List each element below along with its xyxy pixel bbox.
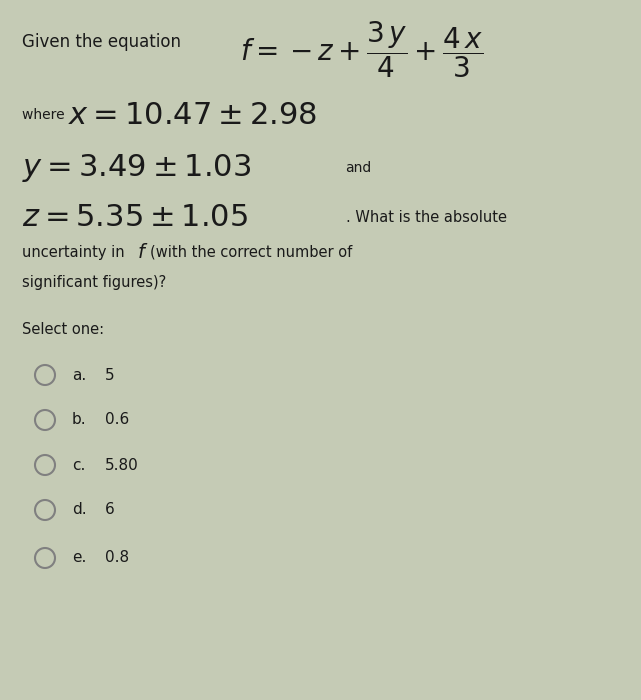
Text: d.: d. (72, 503, 87, 517)
Text: (with the correct number of: (with the correct number of (150, 244, 353, 260)
Text: 0.6: 0.6 (105, 412, 129, 428)
Text: 6: 6 (105, 503, 115, 517)
Text: 5: 5 (105, 368, 115, 382)
Text: 5.80: 5.80 (105, 458, 138, 472)
Text: significant figures)?: significant figures)? (22, 276, 166, 290)
Text: and: and (345, 161, 371, 175)
Text: uncertainty in: uncertainty in (22, 244, 129, 260)
Text: $x=10.47\pm2.98$: $x=10.47\pm2.98$ (68, 99, 317, 130)
Text: b.: b. (72, 412, 87, 428)
Text: $f=-z+\dfrac{3\,y}{4}+\dfrac{4\,x}{3}$: $f=-z+\dfrac{3\,y}{4}+\dfrac{4\,x}{3}$ (240, 20, 483, 80)
Text: $z=5.35\pm1.05$: $z=5.35\pm1.05$ (22, 202, 248, 234)
Text: where: where (22, 108, 69, 122)
Text: 0.8: 0.8 (105, 550, 129, 566)
Text: . What is the absolute: . What is the absolute (346, 211, 507, 225)
Text: $f$: $f$ (137, 242, 148, 262)
Text: $y=3.49\pm1.03$: $y=3.49\pm1.03$ (22, 152, 251, 184)
Text: Given the equation: Given the equation (22, 33, 181, 51)
Text: e.: e. (72, 550, 87, 566)
Text: c.: c. (72, 458, 85, 472)
Text: Select one:: Select one: (22, 323, 104, 337)
Text: a.: a. (72, 368, 87, 382)
